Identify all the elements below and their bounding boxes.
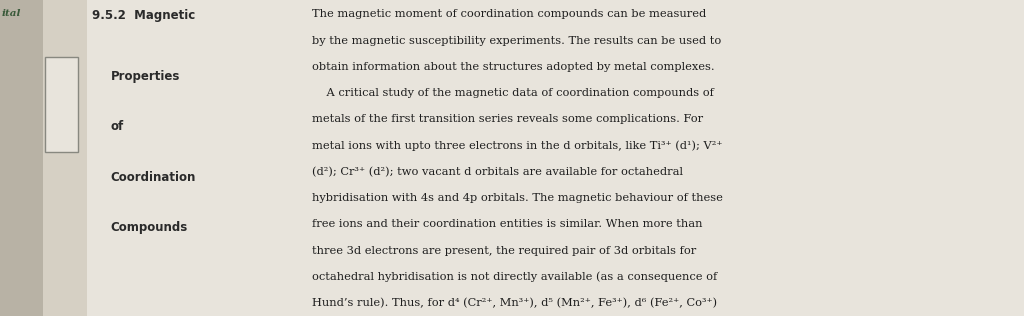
Text: Properties: Properties xyxy=(111,70,180,82)
Text: Compounds: Compounds xyxy=(111,221,187,234)
Text: ital: ital xyxy=(2,9,22,18)
Text: metal ions with upto three electrons in the d orbitals, like Ti³⁺ (d¹); V²⁺: metal ions with upto three electrons in … xyxy=(312,141,723,151)
FancyBboxPatch shape xyxy=(87,0,1024,316)
Text: Hund’s rule). Thus, for d⁴ (Cr²⁺, Mn³⁺), d⁵ (Mn²⁺, Fe³⁺), d⁶ (Fe²⁺, Co³⁺): Hund’s rule). Thus, for d⁴ (Cr²⁺, Mn³⁺),… xyxy=(312,298,718,308)
Text: Coordination: Coordination xyxy=(111,171,196,184)
FancyBboxPatch shape xyxy=(45,57,78,152)
Text: metals of the first transition series reveals some complications. For: metals of the first transition series re… xyxy=(312,114,703,125)
Text: by the magnetic susceptibility experiments. The results can be used to: by the magnetic susceptibility experimen… xyxy=(312,36,722,46)
Text: of: of xyxy=(111,120,124,133)
Text: A critical study of the magnetic data of coordination compounds of: A critical study of the magnetic data of… xyxy=(312,88,714,98)
Text: The magnetic moment of coordination compounds can be measured: The magnetic moment of coordination comp… xyxy=(312,9,707,20)
Text: 9.5.2  Magnetic: 9.5.2 Magnetic xyxy=(92,9,196,22)
Text: obtain information about the structures adopted by metal complexes.: obtain information about the structures … xyxy=(312,62,715,72)
Text: three 3d electrons are present, the required pair of 3d orbitals for: three 3d electrons are present, the requ… xyxy=(312,246,696,256)
Text: hybridisation with 4s and 4p orbitals. The magnetic behaviour of these: hybridisation with 4s and 4p orbitals. T… xyxy=(312,193,723,203)
Text: octahedral hybridisation is not directly available (as a consequence of: octahedral hybridisation is not directly… xyxy=(312,272,718,282)
Text: (d²); Cr³⁺ (d²); two vacant d orbitals are available for octahedral: (d²); Cr³⁺ (d²); two vacant d orbitals a… xyxy=(312,167,683,177)
Text: free ions and their coordination entities is similar. When more than: free ions and their coordination entitie… xyxy=(312,219,702,229)
FancyBboxPatch shape xyxy=(0,0,43,316)
